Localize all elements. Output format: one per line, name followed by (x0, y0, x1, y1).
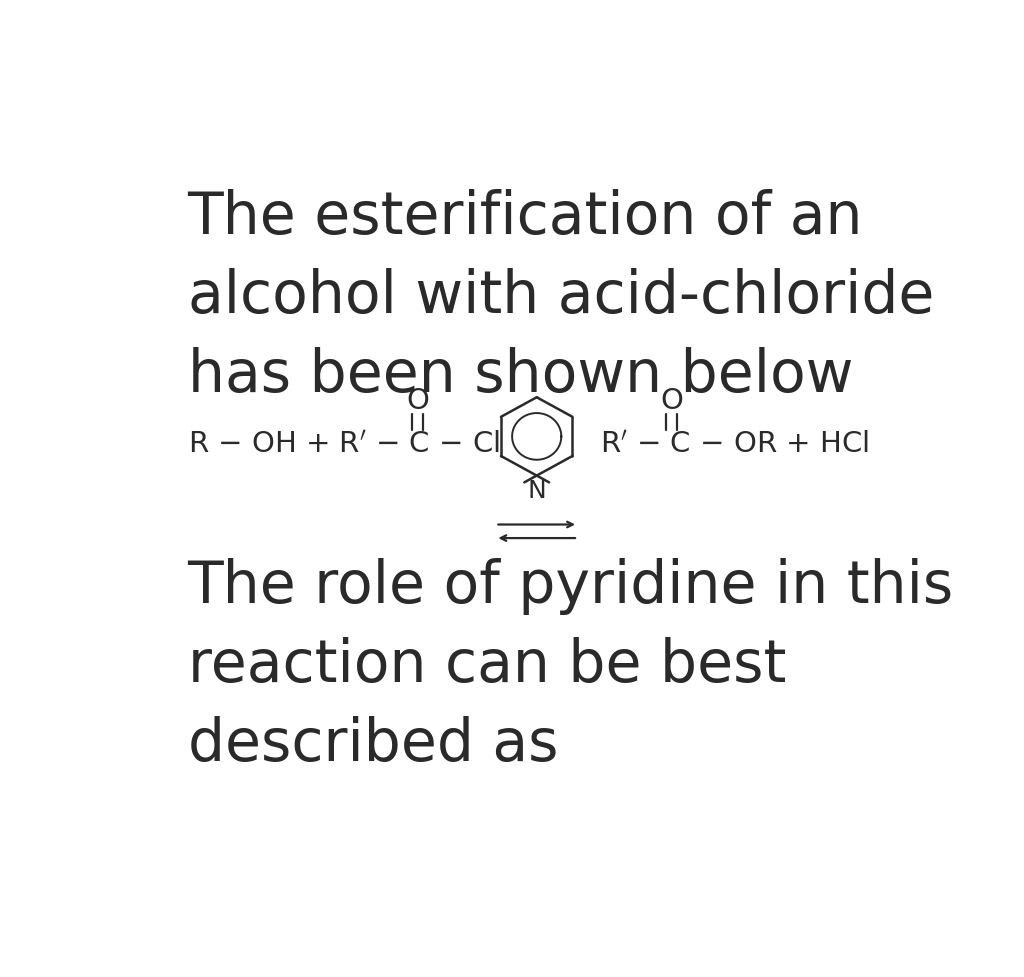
Text: The role of pyridine in this: The role of pyridine in this (187, 557, 953, 615)
Text: reaction can be best: reaction can be best (187, 636, 785, 694)
Text: described as: described as (187, 715, 558, 772)
Text: O: O (660, 387, 683, 415)
Text: alcohol with acid-chloride: alcohol with acid-chloride (187, 268, 934, 324)
Text: R $-$ OH + R$'$ $-$ C $-$ Cl: R $-$ OH + R$'$ $-$ C $-$ Cl (187, 431, 500, 458)
Text: The esterification of an: The esterification of an (187, 189, 863, 245)
Text: R$'$ $-$ C $-$ OR + HCl: R$'$ $-$ C $-$ OR + HCl (600, 431, 869, 458)
Text: has been shown below: has been shown below (187, 347, 853, 404)
Text: N: N (527, 479, 546, 502)
Text: O: O (407, 387, 429, 415)
